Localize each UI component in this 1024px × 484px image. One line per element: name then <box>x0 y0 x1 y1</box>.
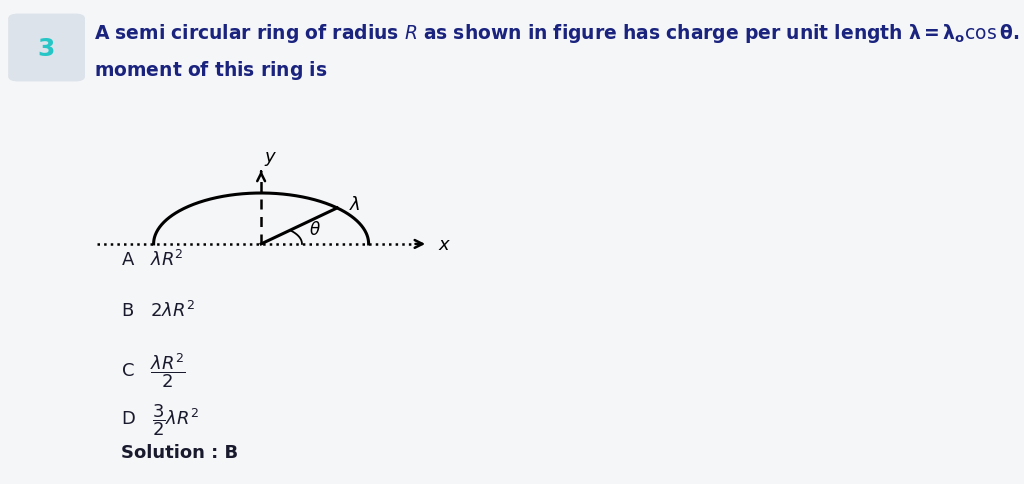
Text: A   $\lambda R^2$: A $\lambda R^2$ <box>121 249 183 269</box>
Text: y: y <box>264 148 274 166</box>
Text: 3: 3 <box>38 36 54 60</box>
Text: $\bf{A\ semi\ circular\ ring\ of\ radius}$ $\bf{\mathit{R}}$ $\bf{as\ shown\ in\: $\bf{A\ semi\ circular\ ring\ of\ radius… <box>94 22 1024 45</box>
Text: x: x <box>438 235 449 254</box>
Text: $\bf{moment\ of\ this\ ring\ is}$: $\bf{moment\ of\ this\ ring\ is}$ <box>94 59 328 82</box>
Text: Solution : B: Solution : B <box>121 443 238 461</box>
Text: $\lambda$: $\lambda$ <box>349 196 361 213</box>
Text: C   $\dfrac{\lambda R^2}{2}$: C $\dfrac{\lambda R^2}{2}$ <box>121 351 185 390</box>
Text: B   $2\lambda R^2$: B $2\lambda R^2$ <box>121 300 195 320</box>
Text: $\theta$: $\theta$ <box>309 220 321 238</box>
FancyBboxPatch shape <box>8 15 85 82</box>
Text: D   $\dfrac{3}{2}\lambda R^2$: D $\dfrac{3}{2}\lambda R^2$ <box>121 402 199 437</box>
